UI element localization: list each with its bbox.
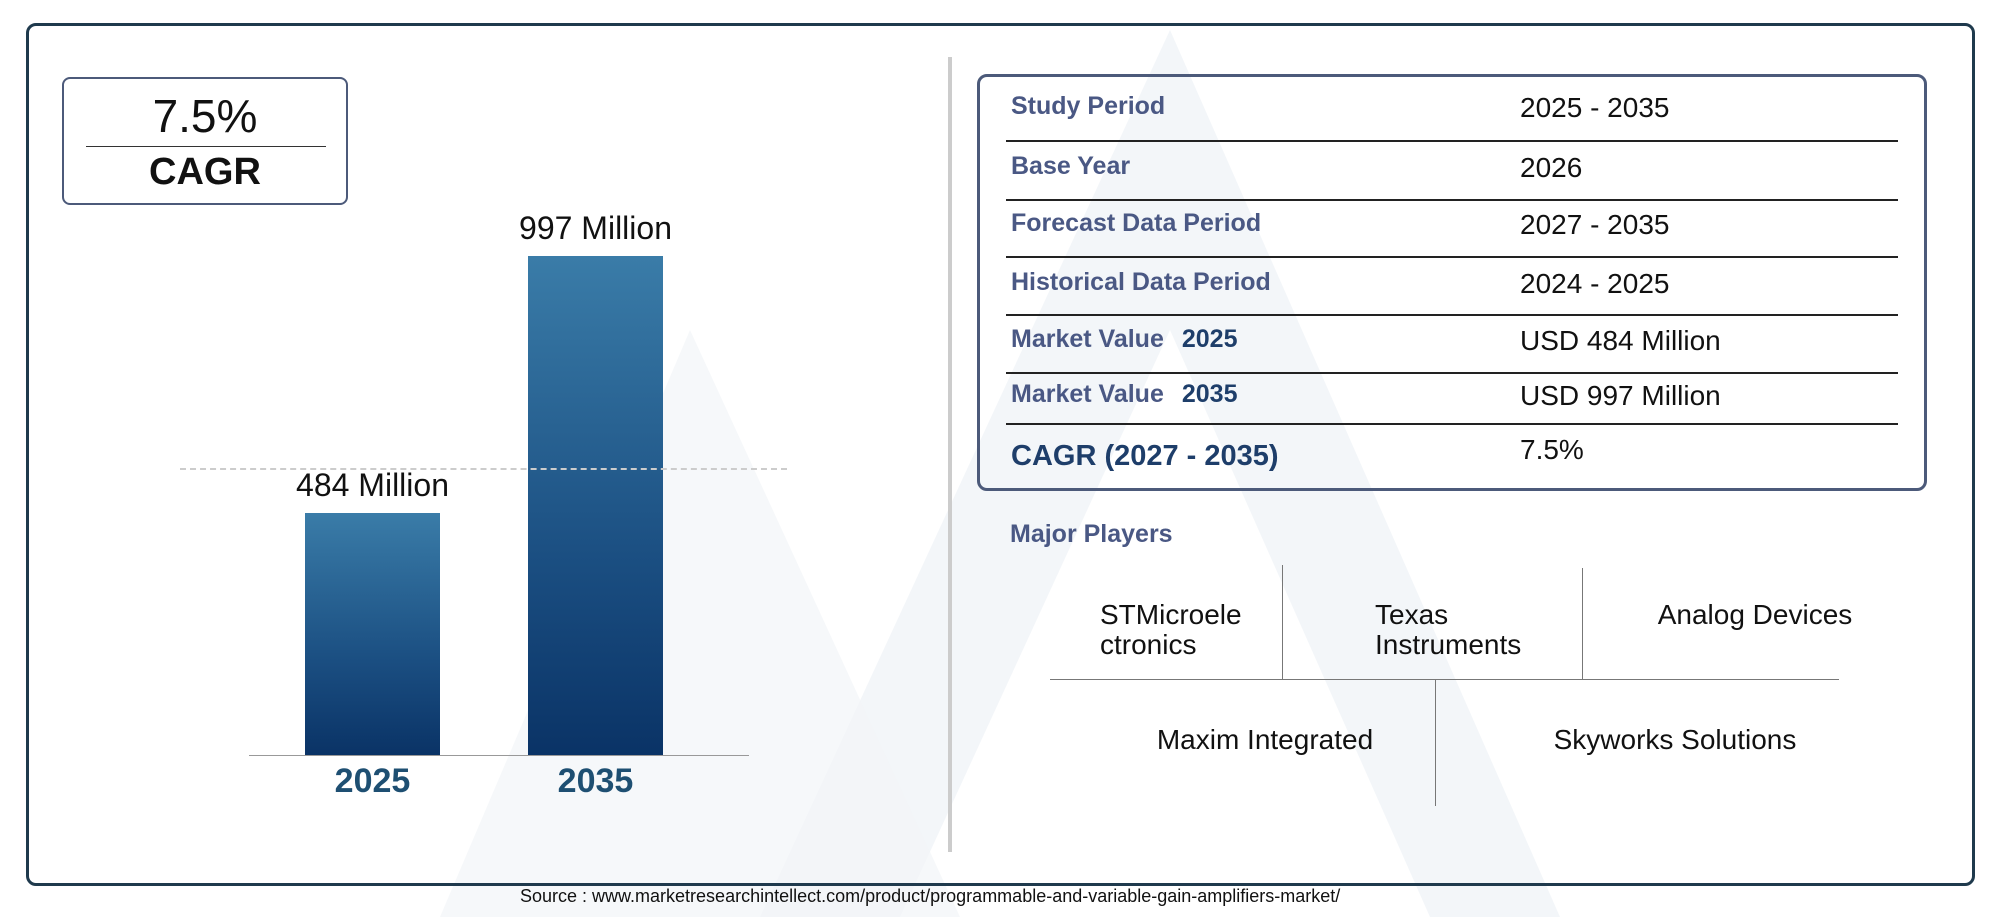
row-divider: [1006, 372, 1898, 374]
player-skyworks-solutions: Skyworks Solutions: [1553, 724, 1797, 755]
row-divider: [1006, 314, 1898, 316]
row-label-year: 2025: [1181, 325, 1238, 353]
table-row-label: Historical Data Period: [1011, 268, 1271, 297]
table-row-label: Forecast Data Period: [1011, 209, 1261, 238]
row-label-text: Base Year: [1011, 152, 1131, 180]
table-row-value: USD 484 Million: [1520, 325, 1721, 356]
table-row-value: 2026: [1520, 152, 1583, 183]
table-row-value: 2027 - 2035: [1520, 209, 1670, 240]
x-tick-2025: 2025: [334, 762, 411, 800]
table-row-label: Market Value 2025: [1011, 325, 1237, 354]
table-row-label: CAGR (2027 - 2035): [1011, 440, 1279, 473]
player-divider: [1582, 568, 1583, 679]
row-divider: [1006, 423, 1898, 425]
table-row-value: USD 997 Million: [1520, 380, 1721, 411]
baseline: [249, 755, 749, 756]
data-label-2025: 484 Million: [296, 466, 449, 503]
player-analog-devices: Analog Devices: [1657, 599, 1853, 630]
cagr-label: CAGR: [149, 151, 261, 193]
table-row-label: Market Value 2035: [1011, 380, 1237, 409]
table-row-value: 2025 - 2035: [1520, 92, 1670, 123]
row-label-text: CAGR (2027 - 2035): [1011, 440, 1279, 472]
x-tick-2035: 2035: [557, 762, 634, 800]
table-row-label: Base Year: [1011, 152, 1130, 181]
table-row-value: 7.5%: [1520, 434, 1584, 465]
infographic-frame: [26, 23, 1975, 886]
data-label-2035: 997 Million: [519, 210, 672, 246]
row-label-year: 2035: [1181, 380, 1238, 408]
player-divider: [1282, 565, 1283, 679]
row-label-text: Forecast Data Period: [1011, 209, 1262, 237]
player-maxim-integrated: Maxim Integrated: [1156, 724, 1374, 755]
panel-divider: [948, 57, 952, 852]
row-label-text: Study Period: [1011, 92, 1166, 120]
cagr-divider: [86, 146, 326, 147]
bar-2035: [528, 256, 663, 755]
row-divider: [1006, 256, 1898, 258]
table-row-label: Study Period: [1011, 92, 1165, 121]
bar-2025: [305, 512, 440, 755]
major-players-title: Major Players: [1010, 520, 1173, 548]
source-note: Source : www.marketresearchintellect.com…: [520, 886, 1341, 906]
summary-table: [977, 74, 1927, 491]
cagr-box: 7.5% CAGR: [62, 77, 348, 205]
player-stmicroelectronics: STMicroele ctronics: [1100, 599, 1242, 660]
row-label-text: Historical Data Period: [1011, 268, 1271, 296]
table-row-value: 2024 - 2025: [1520, 268, 1670, 299]
row-divider: [1006, 140, 1898, 142]
player-divider: [1435, 679, 1436, 806]
reference-line: [180, 468, 787, 470]
row-divider: [1006, 199, 1898, 201]
player-divider: [1050, 679, 1839, 680]
row-label-text: Market Value: [1011, 380, 1164, 408]
cagr-value: 7.5%: [152, 90, 258, 142]
row-label-text: Market Value: [1011, 325, 1164, 353]
player-texas-instruments: Texas Instruments: [1375, 599, 1522, 660]
